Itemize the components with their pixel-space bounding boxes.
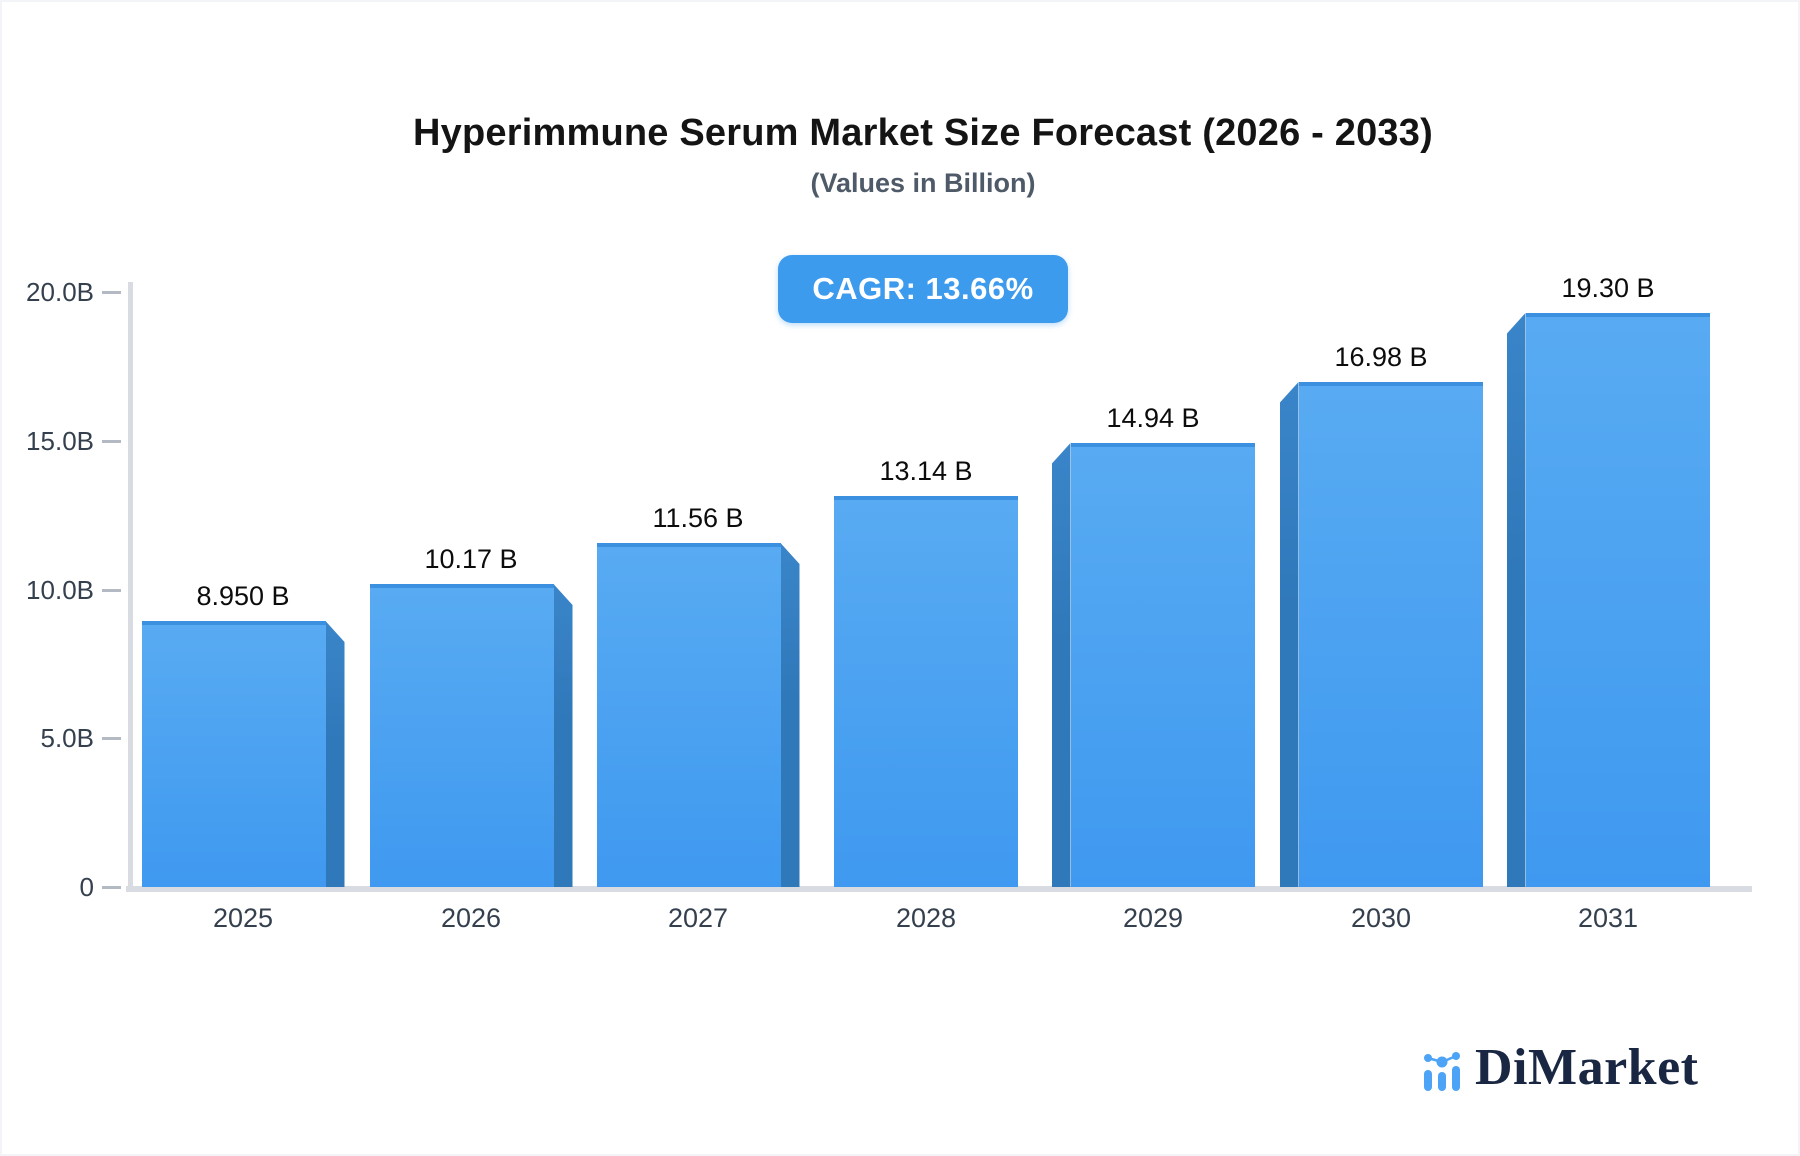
y-axis-tick-mark [102,886,121,889]
x-axis-label: 2026 [440,903,502,933]
dimarket-logo: DiMarket [1422,1042,1698,1094]
cagr-badge: CAGR: 13.66% [778,255,1068,323]
bar-fill-2027 [596,543,781,887]
bar-2025 [141,621,345,887]
bar-2029 [1051,443,1255,887]
bar-value-label: 13.14 B [879,456,973,486]
y-axis-tick-mark [102,589,121,592]
x-axis-label: 2028 [895,903,957,933]
x-axis-line [126,886,1752,892]
bar-2031 [1506,313,1710,887]
cagr-badge-label: CAGR: 13.66% [812,271,1034,306]
y-axis-tick-label: 15.0B [26,426,94,456]
bar-2028 [825,496,1028,887]
bar-fill-2028 [834,496,1018,887]
bar-3d-side-2029 [1051,443,1071,887]
dimarket-logo-text: DiMarket [1475,1039,1699,1096]
x-axis-label: 2031 [1577,903,1639,933]
dimarket-logo-icon [1424,1052,1460,1091]
bar-2026 [369,584,573,887]
bar-fill-2030 [1298,382,1483,887]
y-axis-tick-label: 10.0B [26,575,94,605]
y-axis-tick-mark [102,291,121,294]
x-axis-label: 2027 [667,903,729,933]
bar-value-label: 16.98 B [1334,342,1428,372]
y-axis-tick-mark [102,737,121,740]
x-axis-label: 2030 [1350,903,1412,933]
bar-3d-side-2031 [1506,313,1526,887]
y-axis-tick-label: 0 [79,872,94,902]
bar-value-label: 10.17 B [424,544,518,574]
bar-fill-2025 [141,621,326,887]
bar-fill-2026 [369,584,554,887]
y-axis-tick-mark [102,440,121,443]
bar-value-label: 11.56 B [652,503,744,533]
bar-3d-side-2026 [553,584,573,887]
x-axis-label: 2029 [1122,903,1184,933]
bar-3d-side-2025 [325,621,345,887]
chart-subtitle: (Values in Billion) [810,168,1036,198]
bar-3d-side-2030 [1279,382,1299,887]
chart-title: Hyperimmune Serum Market Size Forecast (… [413,112,1433,154]
y-axis-line [128,282,133,887]
x-axis-label: 2025 [212,903,274,933]
bar-fill-2031 [1525,313,1710,887]
bar-fill-2029 [1070,443,1255,887]
bar-2030 [1279,382,1483,887]
y-axis-tick-label: 20.0B [26,277,94,307]
bar-3d-side-2027 [780,543,800,887]
y-axis-tick-label: 5.0B [40,723,95,753]
bar-value-label: 19.30 B [1561,273,1655,303]
bar-value-label: 8.950 B [196,581,290,611]
bar-value-label: 14.94 B [1106,403,1200,433]
bar-2027 [596,543,800,887]
